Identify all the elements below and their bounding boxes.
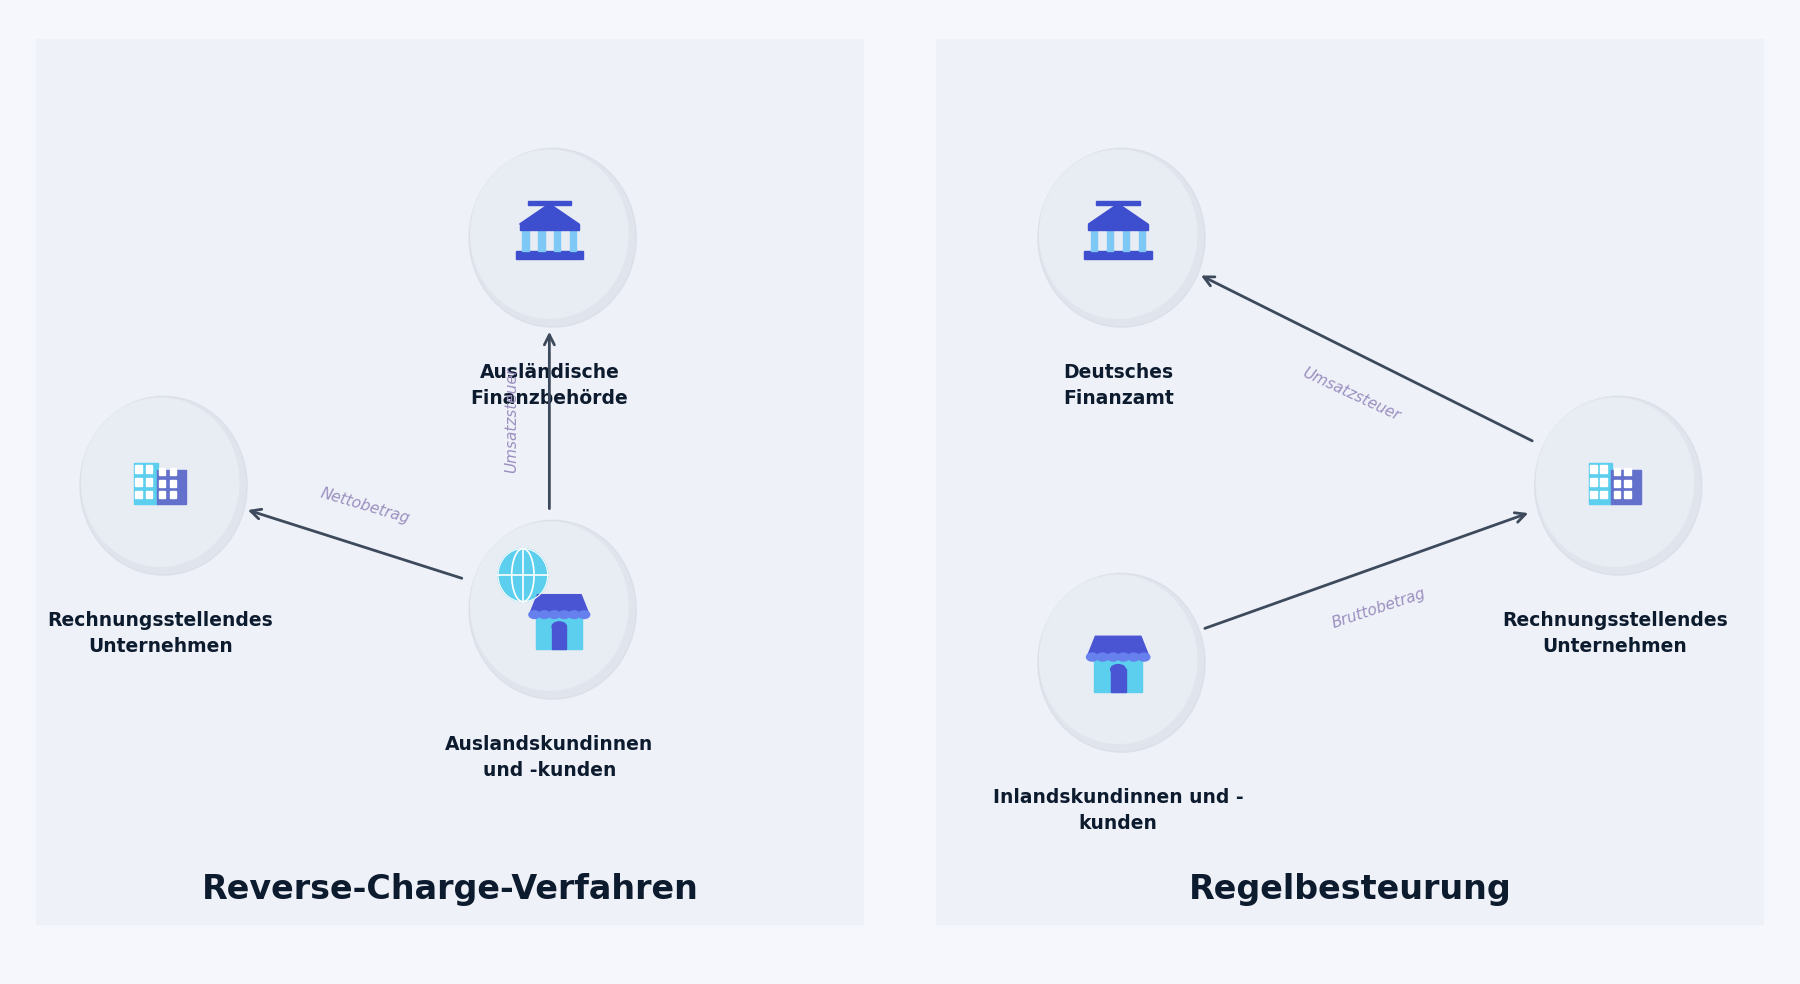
Bar	[538, 229, 545, 251]
Bar	[520, 224, 580, 230]
Circle shape	[79, 397, 247, 575]
Bar	[1111, 669, 1125, 693]
Ellipse shape	[553, 622, 567, 631]
Circle shape	[472, 150, 628, 319]
Bar	[133, 463, 158, 504]
Circle shape	[81, 398, 239, 566]
Circle shape	[470, 521, 637, 699]
Bar	[169, 468, 176, 475]
Bar	[554, 229, 560, 251]
Ellipse shape	[1096, 653, 1109, 661]
Bar	[515, 251, 583, 259]
Text: Reverse-Charge-Verfahren: Reverse-Charge-Verfahren	[202, 873, 698, 906]
Ellipse shape	[1129, 653, 1139, 661]
Ellipse shape	[529, 611, 540, 619]
Circle shape	[1535, 398, 1694, 566]
Ellipse shape	[549, 611, 560, 619]
Circle shape	[472, 522, 628, 691]
Bar	[135, 491, 142, 499]
Ellipse shape	[1138, 653, 1150, 661]
Text: Auslandskundinnen
und -kunden: Auslandskundinnen und -kunden	[445, 734, 653, 780]
Polygon shape	[1087, 637, 1148, 657]
Ellipse shape	[1087, 653, 1098, 661]
Ellipse shape	[558, 611, 571, 619]
Bar	[571, 229, 576, 251]
Bar	[158, 468, 166, 475]
Polygon shape	[520, 204, 580, 224]
Circle shape	[1039, 574, 1206, 752]
Circle shape	[1040, 150, 1197, 319]
Text: Bruttobetrag: Bruttobetrag	[1330, 585, 1427, 631]
Text: Ausländische
Finanzbehörde: Ausländische Finanzbehörde	[470, 362, 628, 408]
Ellipse shape	[578, 611, 590, 619]
Bar	[1613, 468, 1620, 475]
Bar	[158, 480, 166, 487]
Bar	[1613, 480, 1620, 487]
Circle shape	[1535, 397, 1701, 575]
Bar	[146, 491, 153, 499]
Text: Umsatzsteuer: Umsatzsteuer	[504, 367, 520, 473]
Bar	[1624, 491, 1631, 499]
Bar	[1589, 465, 1597, 472]
Bar	[169, 480, 176, 487]
Text: Umsatzsteuer: Umsatzsteuer	[1300, 365, 1402, 423]
Text: Nettobetrag: Nettobetrag	[319, 485, 412, 526]
Bar	[158, 491, 166, 499]
Bar	[1589, 463, 1613, 504]
Bar	[1094, 656, 1143, 693]
Bar	[1589, 478, 1597, 485]
Polygon shape	[529, 594, 589, 615]
Ellipse shape	[1118, 653, 1129, 661]
FancyBboxPatch shape	[920, 22, 1780, 943]
Bar	[135, 478, 142, 485]
Text: Inlandskundinnen und -
kunden: Inlandskundinnen und - kunden	[994, 787, 1244, 833]
Bar	[522, 229, 529, 251]
Bar	[1589, 491, 1597, 499]
Bar	[1613, 491, 1620, 499]
Bar	[146, 465, 153, 472]
Bar	[1139, 229, 1145, 251]
Bar	[135, 465, 142, 472]
Bar	[1600, 491, 1607, 499]
Bar	[1624, 480, 1631, 487]
Bar	[553, 627, 567, 648]
Bar	[527, 201, 571, 205]
Bar	[1107, 229, 1114, 251]
Text: Rechnungsstellendes
Unternehmen: Rechnungsstellendes Unternehmen	[1501, 610, 1728, 656]
Bar	[536, 614, 583, 648]
Bar	[1611, 470, 1642, 504]
Bar	[1091, 229, 1098, 251]
Ellipse shape	[538, 611, 551, 619]
Polygon shape	[1089, 204, 1148, 224]
Bar	[169, 491, 176, 499]
Circle shape	[470, 149, 637, 327]
Circle shape	[1040, 575, 1197, 744]
Bar	[1123, 229, 1129, 251]
Circle shape	[499, 548, 547, 601]
Circle shape	[1039, 149, 1206, 327]
Ellipse shape	[1111, 664, 1125, 674]
Text: Rechnungsstellendes
Unternehmen: Rechnungsstellendes Unternehmen	[47, 610, 274, 656]
Text: Deutsches
Finanzamt: Deutsches Finanzamt	[1062, 362, 1174, 408]
Ellipse shape	[569, 611, 580, 619]
Bar	[1600, 478, 1607, 485]
Bar	[1624, 468, 1631, 475]
Bar	[1096, 201, 1139, 205]
Bar	[157, 470, 187, 504]
FancyBboxPatch shape	[20, 22, 880, 943]
Bar	[1089, 224, 1148, 230]
Bar	[146, 478, 153, 485]
Text: Regelbesteurung: Regelbesteurung	[1188, 873, 1512, 906]
Ellipse shape	[1107, 653, 1120, 661]
Bar	[1600, 465, 1607, 472]
Bar	[1084, 251, 1152, 259]
